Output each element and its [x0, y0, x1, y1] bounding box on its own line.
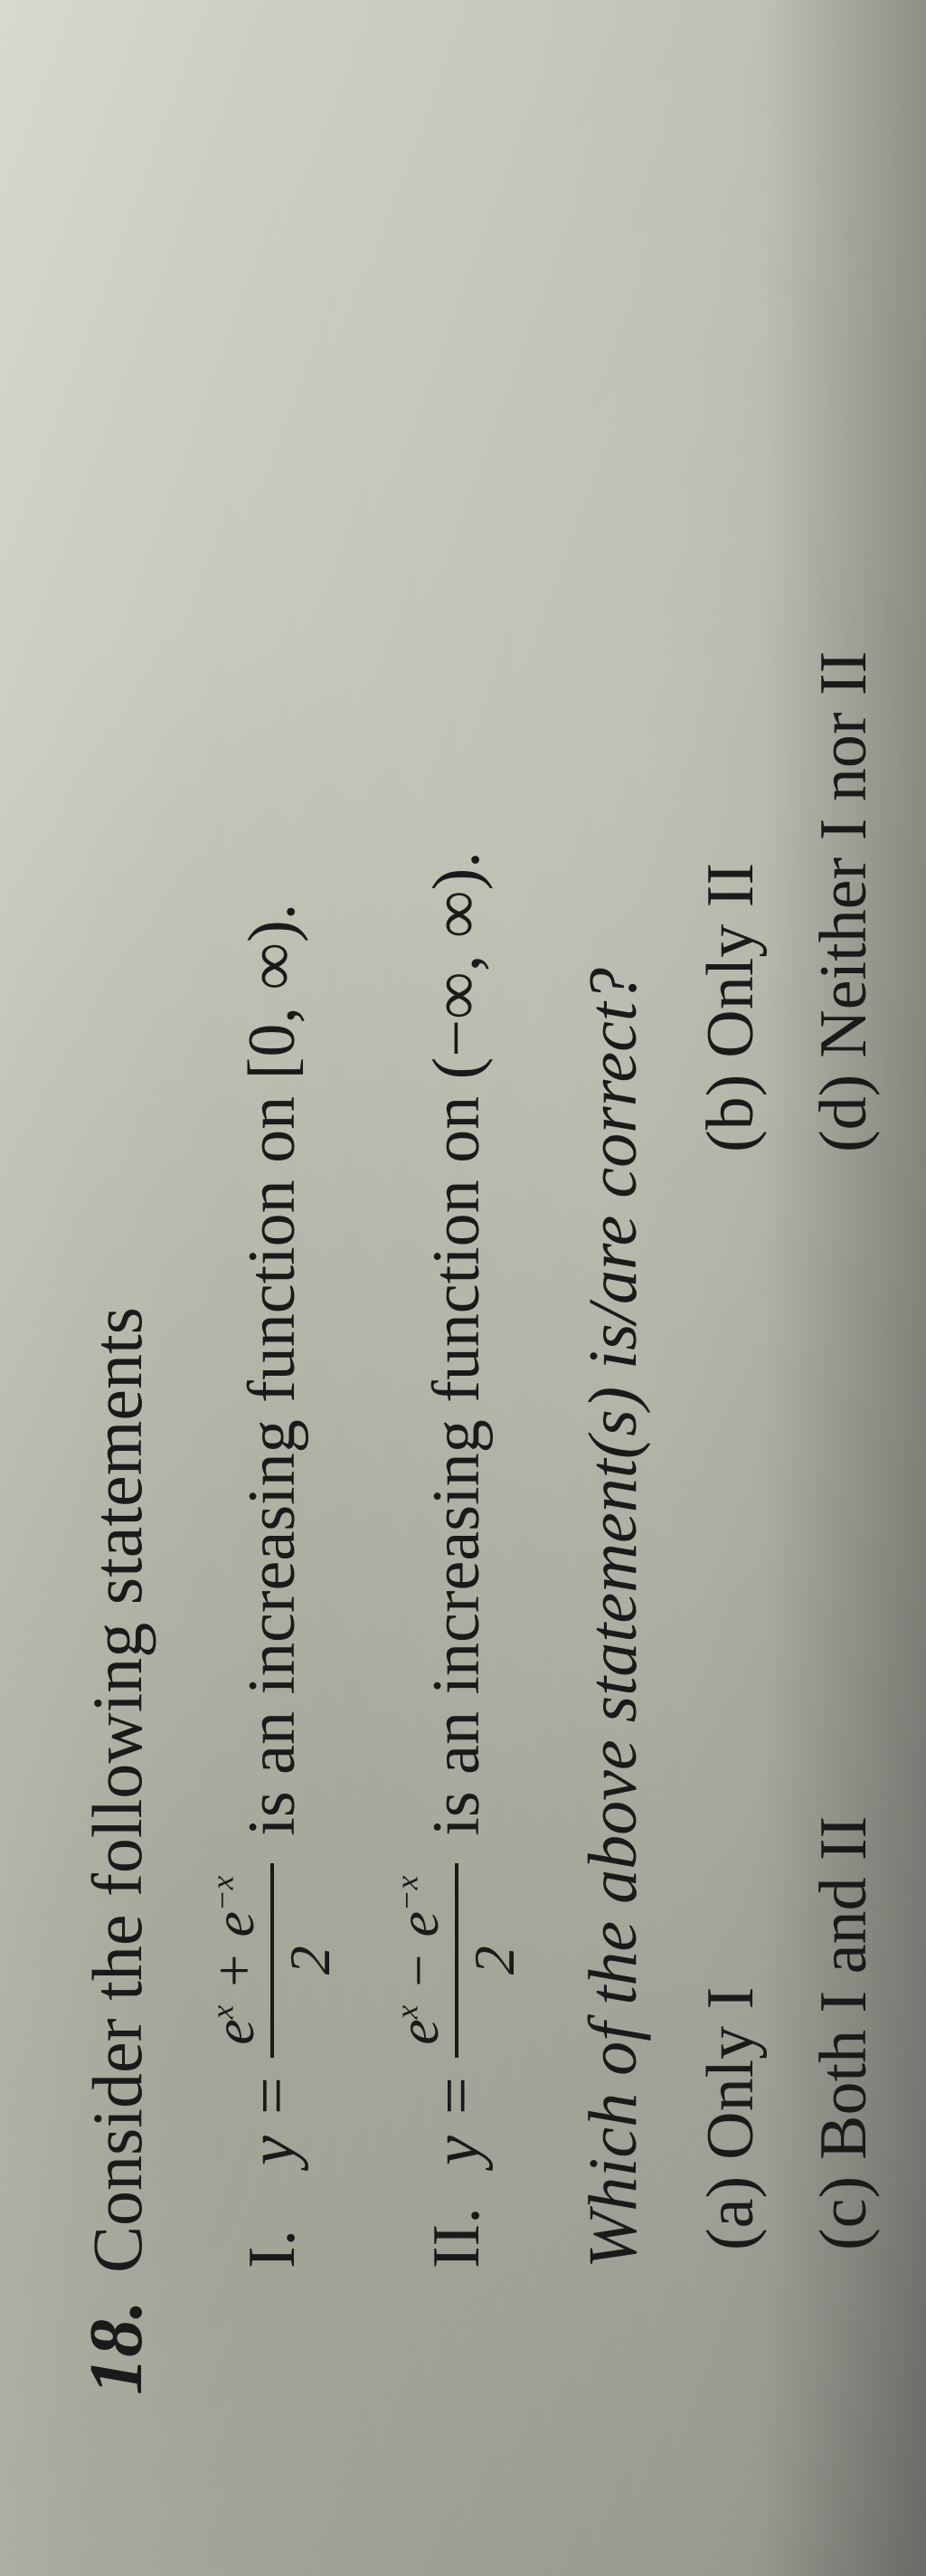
lhs-1: y =: [234, 2074, 311, 2165]
numerator-2: ex − e−x: [390, 1863, 458, 2058]
question-header: 18. Consider the following statements: [72, 109, 160, 2395]
question-page: 18. Consider the following statements I.…: [0, 0, 926, 2576]
option-a: (a) Only I: [693, 1207, 770, 2250]
option-c-letter: (c): [806, 2176, 883, 2250]
equation-2: y = ex − e−x 2: [390, 1858, 524, 2165]
denominator-2: 2: [458, 1946, 524, 1975]
option-b: (b) Only II: [693, 109, 770, 1152]
option-c-text: Both I and II: [806, 1816, 883, 2160]
which-prompt: Which of the above statement(s) is/are c…: [574, 109, 653, 2268]
option-d-letter: (d): [806, 1075, 883, 1152]
numerator-1: ex + e−x: [205, 1863, 274, 2058]
question-prompt: Consider the following statements: [77, 1307, 158, 2273]
option-d: (d) Neither I nor II: [806, 109, 883, 1152]
option-b-letter: (b): [693, 1075, 770, 1152]
roman-1: I.: [234, 2187, 311, 2268]
option-a-text: Only I: [693, 1987, 770, 2160]
statement-1-text: is an increasing function on [0, ∞).: [234, 904, 311, 1836]
lhs-2: y =: [419, 2074, 496, 2165]
options-grid: (a) Only I (b) Only II (c) Both I and II…: [693, 109, 883, 2250]
fraction-1: ex + e−x 2: [205, 1863, 339, 2058]
statement-2-text: is an increasing function on (−∞, ∞).: [419, 851, 496, 1835]
fraction-2: ex − e−x 2: [390, 1863, 524, 2058]
denominator-1: 2: [274, 1946, 339, 1975]
option-b-text: Only II: [693, 863, 770, 1058]
option-d-text: Neither I nor II: [806, 651, 883, 1058]
statement-1: I. y = ex + e−x 2 is an increasing funct…: [205, 109, 339, 2268]
roman-2: II.: [419, 2187, 496, 2268]
question-number: 18.: [72, 2300, 160, 2395]
option-c: (c) Both I and II: [806, 1207, 883, 2250]
equation-1: y = ex + e−x 2: [205, 1858, 339, 2165]
statement-2: II. y = ex − e−x 2 is an increasing func…: [390, 109, 524, 2268]
option-a-letter: (a): [693, 2176, 770, 2250]
